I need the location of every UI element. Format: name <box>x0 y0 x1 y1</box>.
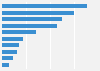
Bar <box>2 17 62 21</box>
Bar <box>2 37 24 41</box>
Bar <box>2 24 57 28</box>
Bar <box>2 50 17 54</box>
Bar <box>2 30 36 34</box>
Bar <box>2 11 74 15</box>
Bar <box>2 4 87 8</box>
Bar <box>2 63 9 67</box>
Bar <box>2 43 19 47</box>
Bar <box>2 56 13 60</box>
